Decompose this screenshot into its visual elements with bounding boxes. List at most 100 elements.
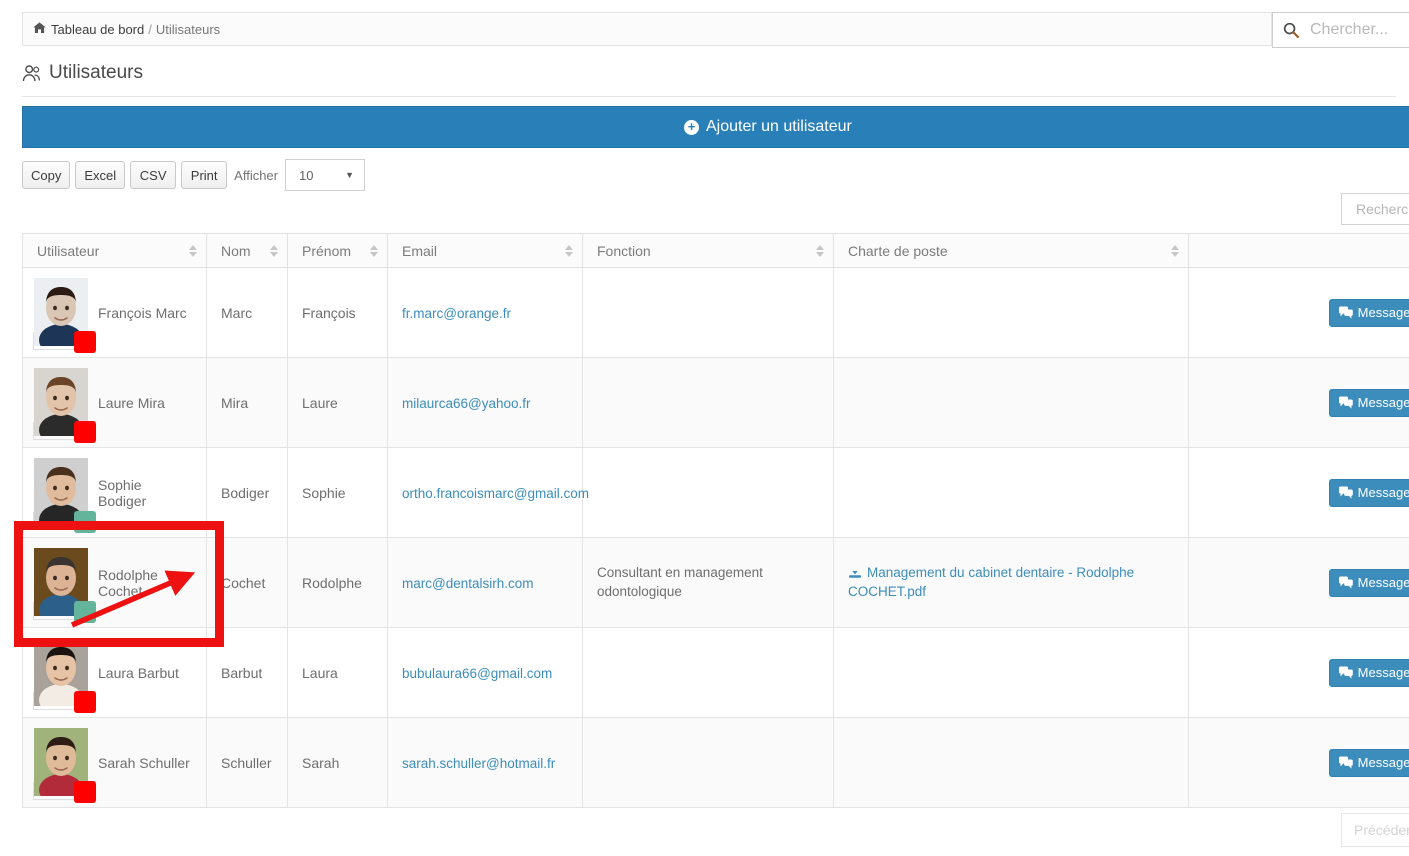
afficher-label: Afficher	[234, 167, 278, 183]
email-link[interactable]: marc@dentalsirh.com	[402, 575, 534, 591]
cell-fonction	[582, 267, 834, 358]
plus-circle-icon: +	[684, 119, 699, 135]
table-row: Laura Barbut Barbut Laura bubulaura66@gmail…	[22, 627, 1409, 718]
fonction-text: Consultant en management odontologique	[597, 565, 763, 599]
status-badge	[74, 420, 96, 443]
message-button[interactable]: Message	[1328, 748, 1409, 777]
cell-charte	[833, 267, 1189, 358]
message-button[interactable]: Message	[1328, 478, 1409, 507]
search-input[interactable]	[1308, 20, 1409, 40]
message-icon	[1338, 486, 1353, 499]
page-length-value: 10	[299, 167, 314, 183]
avatar	[33, 727, 96, 806]
excel-button[interactable]: Excel	[75, 161, 126, 189]
csv-button[interactable]: CSV	[130, 161, 177, 189]
sort-icon	[565, 244, 573, 257]
column-header-utilisateur[interactable]: Utilisateur	[22, 233, 207, 268]
email-link[interactable]: bubulaura66@gmail.com	[402, 665, 553, 681]
column-label: Charte de poste	[848, 242, 948, 259]
cell-nom: Schuller	[206, 717, 288, 808]
message-button[interactable]: Message	[1328, 388, 1409, 417]
cell-actions: MessageAssigner	[1188, 447, 1409, 538]
status-badge	[74, 330, 96, 353]
cell-utilisateur: Laura Barbut	[22, 627, 207, 718]
message-button[interactable]: Message	[1328, 298, 1409, 327]
cell-charte: Management du cabinet dentaire - Rodolph…	[833, 537, 1189, 628]
email-link[interactable]: milaurca66@yahoo.fr	[402, 395, 531, 411]
table-row: Rodolphe Cochet Cochet Rodolphe marc@dental…	[22, 537, 1409, 628]
message-icon	[1338, 396, 1353, 409]
page-title: Utilisateurs	[22, 62, 143, 84]
column-header-email[interactable]: Email	[387, 233, 583, 268]
cell-fonction	[582, 627, 834, 718]
column-label: Prénom	[302, 242, 352, 259]
message-button[interactable]: Message	[1328, 658, 1409, 687]
cell-utilisateur: Rodolphe Cochet	[22, 537, 207, 628]
cell-nom: Marc	[206, 267, 288, 358]
cell-actions: MessageAssigner	[1188, 717, 1409, 808]
email-link[interactable]: fr.marc@orange.fr	[402, 305, 511, 321]
table-search[interactable]	[1341, 193, 1409, 225]
page-length-select[interactable]: 10 ▼	[285, 159, 365, 191]
add-user-button[interactable]: + Ajouter un utilisateur	[22, 106, 1409, 148]
user-name: Laura Barbut	[98, 664, 179, 681]
cell-actions: MessageAssigner	[1188, 267, 1409, 358]
pagination: Précédent	[1341, 813, 1409, 847]
column-header-prenom[interactable]: Prénom	[287, 233, 388, 268]
cell-email: fr.marc@orange.fr	[387, 267, 583, 358]
column-header-fonction[interactable]: Fonction	[582, 233, 834, 268]
cell-email: milaurca66@yahoo.fr	[387, 357, 583, 448]
cell-actions: MessageAssigner	[1188, 357, 1409, 448]
status-badge	[74, 690, 96, 713]
cell-email: bubulaura66@gmail.com	[387, 627, 583, 718]
column-label: Fonction	[597, 242, 651, 259]
message-icon	[1338, 756, 1353, 769]
charte-download-link[interactable]: Management du cabinet dentaire - Rodolph…	[848, 564, 1135, 599]
message-button[interactable]: Message	[1328, 568, 1409, 597]
column-header-actions	[1188, 233, 1409, 268]
table-row: Laure Mira Mira Laure milaurca66@yahoo.fr Me…	[22, 357, 1409, 448]
user-name: Sarah Schuller	[98, 754, 190, 771]
cell-prenom: Rodolphe	[287, 537, 388, 628]
cell-actions: MessageAssigner	[1188, 537, 1409, 628]
cell-prenom: Sophie	[287, 447, 388, 538]
cell-prenom: Laura	[287, 627, 388, 718]
email-link[interactable]: sarah.schuller@hotmail.fr	[402, 755, 556, 771]
user-name: Laure Mira	[98, 394, 165, 411]
email-link[interactable]: ortho.francoismarc@gmail.com	[402, 485, 590, 501]
cell-charte	[833, 627, 1189, 718]
copy-button[interactable]: Copy	[22, 161, 71, 189]
users-table: Utilisateur Nom Prénom Email Fonction	[22, 233, 1409, 808]
user-name: François Marc	[98, 304, 187, 321]
cell-nom: Barbut	[206, 627, 288, 718]
global-search[interactable]	[1272, 12, 1409, 48]
cell-nom: Bodiger	[206, 447, 288, 538]
chevron-down-icon: ▼	[345, 170, 354, 180]
cell-utilisateur: François Marc	[22, 267, 207, 358]
breadcrumb-separator: /	[148, 21, 152, 37]
cell-actions: MessageAssigner	[1188, 627, 1409, 718]
page-title-text: Utilisateurs	[49, 62, 143, 83]
column-header-charte[interactable]: Charte de poste	[833, 233, 1189, 268]
avatar	[33, 457, 96, 536]
print-button[interactable]: Print	[181, 161, 228, 189]
cell-charte	[833, 717, 1189, 808]
cell-utilisateur: Sarah Schuller	[22, 717, 207, 808]
table-header-row: Utilisateur Nom Prénom Email Fonction	[22, 233, 1409, 268]
cell-prenom: Sarah	[287, 717, 388, 808]
cell-fonction	[582, 447, 834, 538]
search-icon	[1283, 22, 1300, 39]
column-header-nom[interactable]: Nom	[206, 233, 288, 268]
cell-fonction	[582, 717, 834, 808]
breadcrumb-root[interactable]: Tableau de bord	[51, 21, 145, 37]
status-badge	[74, 780, 96, 803]
table-row: Sophie Bodiger Bodiger Sophie ortho.francoi…	[22, 447, 1409, 538]
cell-prenom: François	[287, 267, 388, 358]
user-name: Sophie Bodiger	[98, 476, 147, 509]
table-search-input[interactable]	[1354, 200, 1409, 218]
user-name: Rodolphe Cochet	[98, 566, 158, 599]
message-icon	[1338, 306, 1353, 319]
previous-page-button[interactable]: Précédent	[1341, 813, 1409, 847]
breadcrumb-current: Utilisateurs	[155, 21, 221, 37]
